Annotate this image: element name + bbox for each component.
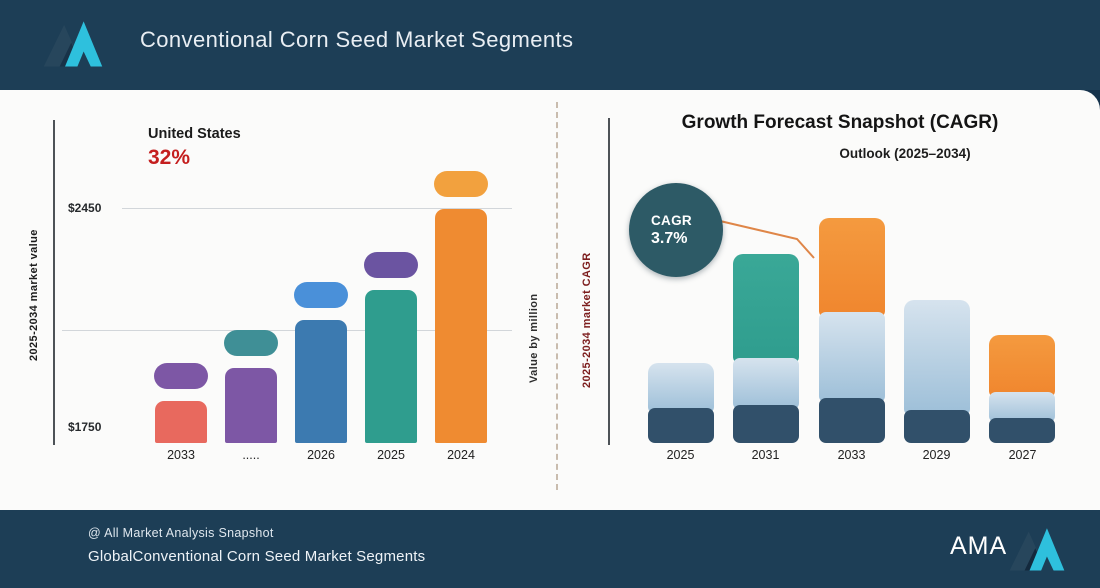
x-label-2031: 2031 [751, 448, 780, 462]
bar-..... [225, 368, 277, 443]
bar-2025 [365, 290, 417, 443]
bar-2033-segment-navy [819, 398, 885, 443]
bar-cap-2024 [434, 171, 488, 197]
x-label-2033: 2033 [167, 448, 195, 462]
content-panel: $2450 $1750 2025-2034 market value Unite… [0, 90, 1100, 510]
x-label-2033: 2033 [837, 448, 866, 462]
left-y-axis [53, 120, 55, 445]
page-title: Conventional Corn Seed Market Segments [140, 27, 574, 52]
bar-2031-segment-navy [733, 405, 799, 443]
x-label-2024: 2024 [447, 448, 475, 462]
bar-2029-segment-lightblue [904, 300, 970, 415]
footer-brand: AMA [950, 532, 1008, 560]
cagr-badge-value: 3.7% [651, 229, 688, 247]
y-tick-bottom: $1750 [68, 420, 102, 434]
bar-2027-segment-navy [989, 418, 1055, 443]
ama-logo-icon [1009, 528, 1065, 571]
bar-cap-2033 [154, 363, 208, 389]
chart-subtitle: Outlook (2025–2034) [839, 146, 971, 161]
bar-2025-segment-navy [648, 408, 714, 443]
left-bars [146, 143, 496, 443]
right-bars [638, 143, 1065, 443]
panel-divider [556, 102, 558, 490]
left-y-axis-title: 2025-2034 market value [28, 229, 40, 362]
chart-title: Growth Forecast Snapshot (CAGR) [681, 112, 999, 133]
bar-2029-segment-navy [904, 410, 970, 443]
right-y-axis [608, 118, 610, 445]
bar-2024 [435, 209, 487, 443]
highlight-percent: 32% [148, 146, 191, 169]
bar-2033 [155, 401, 207, 443]
bar-cap-2025 [364, 252, 418, 278]
footer-credit: @ All Market Analysis Snapshot [88, 526, 274, 540]
left-x-labels: 2033..... 2026 2025 2024 [146, 448, 496, 466]
x-label-2029: 2029 [922, 448, 951, 462]
cagr-badge: CAGR 3.7% [629, 183, 723, 277]
right-x-labels: 2025 2031 2033 2029 2027 [638, 448, 1065, 466]
x-label-2026: 2026 [307, 448, 335, 462]
bar-cap-2026 [294, 282, 348, 308]
y-tick-top: $2450 [68, 201, 102, 215]
region-label: United States [148, 126, 241, 142]
footer-band: @ All Market Analysis Snapshot GlobalCon… [0, 510, 1100, 588]
bar-2033-segment-orange [819, 218, 885, 317]
bar-2031-segment-teal [733, 254, 799, 363]
bar-2026 [295, 320, 347, 443]
bar-2025-segment-lightblue [648, 363, 714, 413]
right-y-axis-title: 2025-2034 market CAGR [581, 252, 593, 389]
bar-cap-..... [224, 330, 278, 356]
value-axis-label: Value by million [528, 293, 540, 383]
x-label-2027: 2027 [1008, 448, 1037, 462]
bar-2033-segment-lightblue [819, 312, 885, 403]
bar-2027-segment-lightblue [989, 392, 1055, 423]
gridline-mid [62, 330, 512, 331]
header-band: Conventional Corn Seed Market Segments [0, 0, 1100, 90]
ama-logo-icon [43, 21, 103, 67]
cagr-badge-label: CAGR [651, 212, 692, 228]
bar-2031-segment-lightblue [733, 358, 799, 410]
gridline-2450 [122, 208, 512, 209]
x-label-2025: 2025 [377, 448, 405, 462]
bar-2027-segment-orange [989, 335, 1055, 397]
x-label-.....: ..... [242, 448, 260, 462]
x-label-2025: 2025 [666, 448, 695, 462]
footer-title: GlobalConventional Corn Seed Market Segm… [88, 548, 426, 565]
